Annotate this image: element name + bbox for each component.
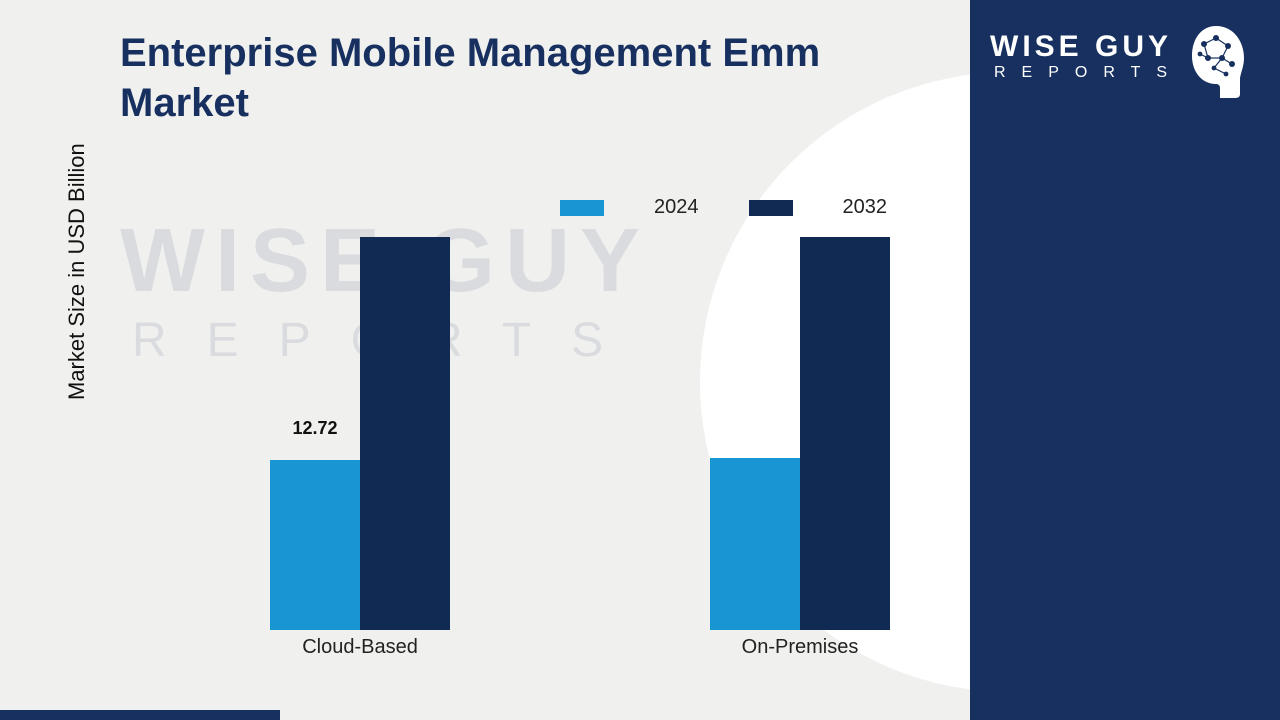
- chart-title: Enterprise Mobile Management Emm Market: [120, 28, 900, 128]
- bar-2032: [360, 237, 450, 630]
- bar-group: 12.72Cloud-Based: [270, 230, 570, 630]
- bar-2032: [800, 237, 890, 630]
- legend-label-2032: 2032: [843, 196, 888, 219]
- bar-2024: [270, 460, 360, 630]
- category-label: On-Premises: [710, 630, 890, 659]
- y-axis-label: Market Size in USD Billion: [64, 143, 90, 400]
- legend: 2024 2032: [560, 196, 887, 219]
- chart-area: 12.72Cloud-BasedOn-Premises: [90, 230, 910, 630]
- plot-area: 12.72Cloud-BasedOn-Premises: [90, 230, 910, 630]
- bar-2024: [710, 458, 800, 630]
- bar-value-label: 12.72: [292, 418, 337, 439]
- bar-group: On-Premises: [710, 230, 1010, 630]
- chart-canvas: WISE GUY REPORTS Enterprise Mobile Manag…: [0, 0, 1280, 720]
- bottom-accent-bar: [0, 710, 280, 720]
- legend-swatch-2032: [749, 200, 793, 216]
- legend-label-2024: 2024: [654, 196, 699, 219]
- brand-head-icon: [1186, 24, 1248, 100]
- right-band: [970, 0, 1280, 720]
- brand-logo: WISE GUY REPORTS: [990, 30, 1240, 82]
- legend-swatch-2024: [560, 200, 604, 216]
- category-label: Cloud-Based: [270, 630, 450, 659]
